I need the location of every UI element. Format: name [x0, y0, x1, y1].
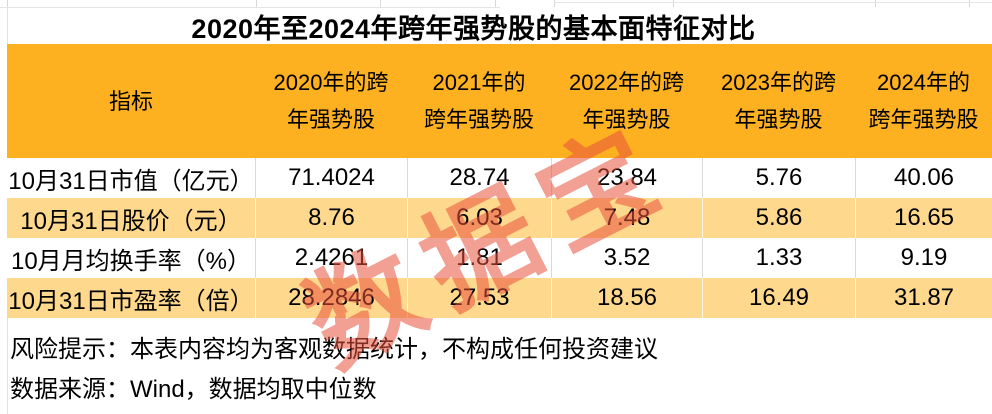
- header-indicator: 指标: [108, 88, 153, 114]
- value-cell: 31.87: [855, 278, 992, 318]
- row-label: 10月31日市盈率（倍）: [8, 287, 254, 315]
- comparison-table: 指标 2020年的跨 年强势股 2021年的 跨年强势股 2022年的跨 年强势…: [7, 44, 992, 318]
- table-title-row: 2020年至2024年跨年强势股的基本面特征对比: [0, 8, 992, 44]
- value-cell: 1.81: [407, 238, 551, 278]
- row-label: 10月月均换手率（%）: [10, 247, 252, 275]
- value-cell: 5.86: [702, 198, 855, 238]
- value-cell: 8.76: [255, 198, 407, 238]
- spreadsheet-gridline-remnants: [0, 0, 992, 8]
- value-cell: 18.56: [551, 278, 702, 318]
- row-label: 10月31日市值（亿元）: [8, 167, 254, 195]
- value-cell: 16.49: [702, 278, 855, 318]
- value-cell: 28.74: [407, 158, 551, 198]
- value-cell: 1.33: [702, 238, 855, 278]
- value-cell: 5.76: [702, 158, 855, 198]
- source-note: 数据来源：Wind，数据均取中位数: [10, 376, 377, 403]
- value-cell: 16.65: [855, 198, 992, 238]
- value-cell: 7.48: [551, 198, 702, 238]
- risk-note: 风险提示：本表内容均为客观数据统计，不构成任何投资建议: [10, 336, 658, 363]
- value-cell: 2.4261: [255, 238, 407, 278]
- value-cell: 6.03: [407, 198, 551, 238]
- header-2023: 2023年的跨 年强势股: [721, 70, 836, 132]
- table-header-row: 指标 2020年的跨 年强势股 2021年的 跨年强势股 2022年的跨 年强势…: [7, 44, 992, 158]
- table-row-pe-ratio: 10月31日市盈率（倍） 28.2846 27.53 18.56 16.49 3…: [7, 278, 992, 318]
- value-cell: 27.53: [407, 278, 551, 318]
- value-cell: 40.06: [855, 158, 992, 198]
- header-2020: 2020年的跨 年强势股: [273, 70, 389, 132]
- value-cell: 3.52: [551, 238, 702, 278]
- header-2021: 2021年的 跨年强势股: [423, 70, 534, 132]
- table-row-market-cap: 10月31日市值（亿元） 71.4024 28.74 23.84 5.76 40…: [7, 158, 992, 198]
- table-title: 2020年至2024年跨年强势股的基本面特征对比: [191, 13, 756, 44]
- row-label: 10月31日股价（元）: [20, 207, 242, 235]
- value-cell: 28.2846: [255, 278, 407, 318]
- table-row-stock-price: 10月31日股价（元） 8.76 6.03 7.48 5.86 16.65: [7, 198, 992, 238]
- table-row-turnover-rate: 10月月均换手率（%） 2.4261 1.81 3.52 1.33 9.19: [7, 238, 992, 278]
- value-cell: 9.19: [855, 238, 992, 278]
- value-cell: 23.84: [551, 158, 702, 198]
- header-2024: 2024年的 跨年强势股: [868, 70, 979, 132]
- table-footer: 风险提示：本表内容均为客观数据统计，不构成任何投资建议 数据来源：Wind，数据…: [10, 330, 985, 410]
- value-cell: 71.4024: [255, 158, 407, 198]
- header-2022: 2022年的跨 年强势股: [569, 70, 684, 132]
